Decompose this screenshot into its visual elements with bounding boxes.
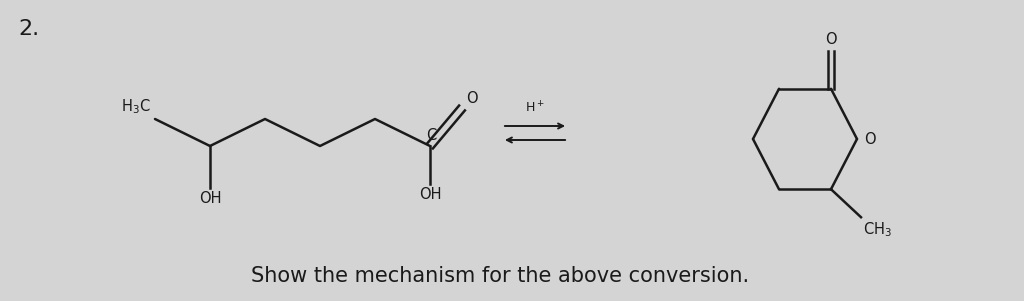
- Text: OH: OH: [419, 187, 441, 202]
- Text: $\mathregular{H_3C}$: $\mathregular{H_3C}$: [122, 97, 151, 116]
- Text: $\mathregular{CH_3}$: $\mathregular{CH_3}$: [863, 220, 892, 239]
- Text: O: O: [864, 132, 876, 147]
- Text: C: C: [426, 128, 436, 143]
- Text: 2.: 2.: [18, 19, 39, 39]
- Text: O: O: [466, 91, 477, 106]
- Text: OH: OH: [199, 191, 221, 206]
- Text: Show the mechanism for the above conversion.: Show the mechanism for the above convers…: [251, 266, 750, 286]
- Text: O: O: [825, 32, 837, 47]
- Text: H$^+$: H$^+$: [525, 101, 545, 116]
